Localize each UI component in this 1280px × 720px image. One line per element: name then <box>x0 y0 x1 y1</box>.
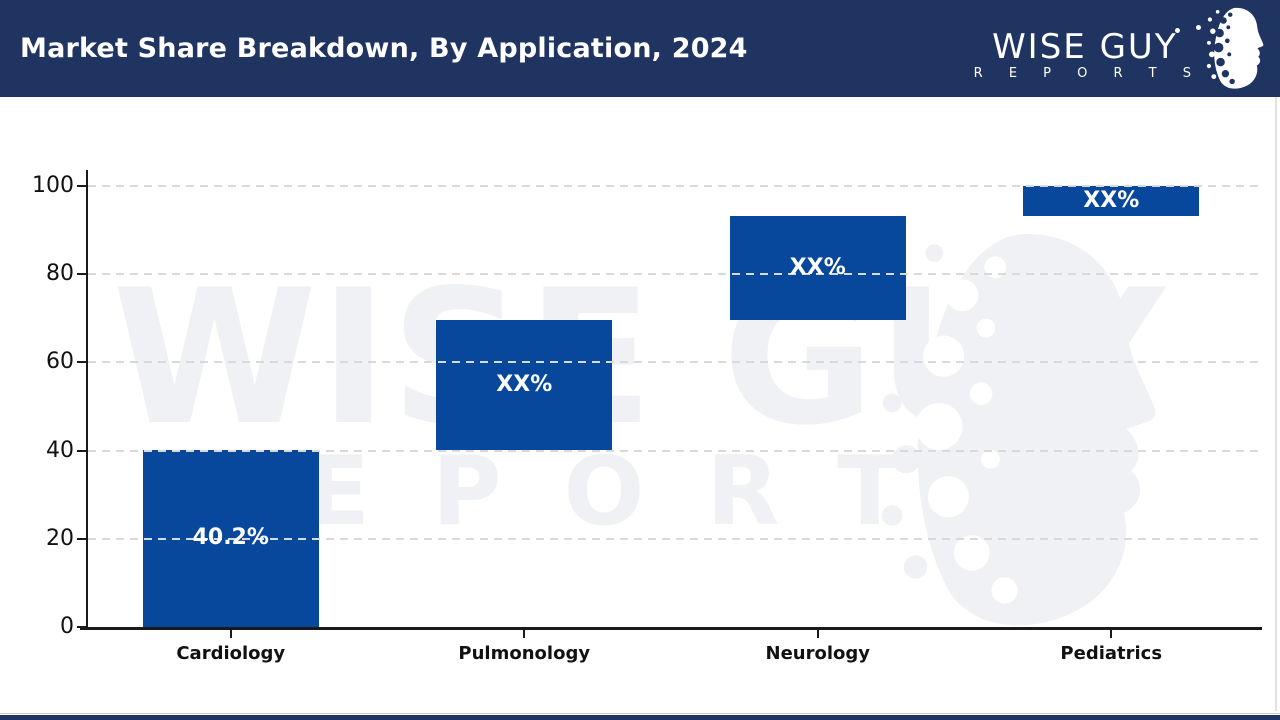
y-axis-line <box>86 170 88 630</box>
wise-guy-face-icon <box>1206 7 1264 89</box>
x-tick-0 <box>229 630 232 638</box>
x-tick-2 <box>816 630 819 638</box>
logo-wordmark: WISE GUY R E P O R T S <box>968 24 1202 82</box>
logo-dot-icon <box>1196 24 1201 30</box>
y-tick-label-20: 20 <box>46 525 74 551</box>
x-tick-1 <box>523 630 526 638</box>
bar-pulmonology <box>436 319 613 450</box>
footer-bar <box>0 715 1280 720</box>
bar-neurology <box>729 215 906 320</box>
y-tick-40 <box>77 449 86 452</box>
bar-value-label: XX% <box>1083 187 1140 213</box>
y-tick-0 <box>77 626 86 628</box>
footer-divider <box>0 713 1280 714</box>
gridline-100 <box>88 184 1262 187</box>
bar-value-label: XX% <box>496 371 553 397</box>
logo-dot-icon <box>1175 27 1180 33</box>
category-label: Pulmonology <box>458 643 591 664</box>
plot-area: 0 20 40 60 80 100 40.2% Cardiology XX% Pulmonolog… <box>32 170 1262 664</box>
y-tick-100 <box>77 184 86 187</box>
y-tick-label-80: 80 <box>46 261 74 287</box>
y-tick-20 <box>77 537 86 540</box>
x-tick-3 <box>1110 630 1113 638</box>
y-tick-label-60: 60 <box>46 349 74 375</box>
gridline-60 <box>88 361 1262 364</box>
chart-canvas: WISE GUY REPORTS <box>0 97 1280 713</box>
category-label: Pediatrics <box>1060 643 1163 664</box>
bar-pediatrics <box>1023 185 1200 216</box>
gridline-40 <box>88 449 1262 452</box>
chart-title: Market Share Breakdown, By Application, … <box>20 33 748 64</box>
x-axis-line <box>80 627 1262 630</box>
gridline-80 <box>88 273 1262 276</box>
category-label: Neurology <box>765 643 870 664</box>
y-tick-label-0: 0 <box>60 614 74 639</box>
y-tick-label-100: 100 <box>32 172 74 198</box>
y-tick-80 <box>77 273 86 276</box>
bar-value-label: 40.2% <box>192 525 269 551</box>
y-tick-label-40: 40 <box>46 437 74 463</box>
bar-value-label: XX% <box>789 254 846 280</box>
right-border-line <box>1275 97 1277 711</box>
gridline-20 <box>88 537 1262 540</box>
logo-line2: R E P O R T S <box>973 66 1202 82</box>
logo-line1: WISE GUY <box>992 26 1178 67</box>
category-label: Cardiology <box>176 643 286 664</box>
y-tick-60 <box>77 361 86 364</box>
wise-guy-logo: WISE GUY R E P O R T S <box>968 6 1268 95</box>
header: Market Share Breakdown, By Application, … <box>0 0 1280 97</box>
